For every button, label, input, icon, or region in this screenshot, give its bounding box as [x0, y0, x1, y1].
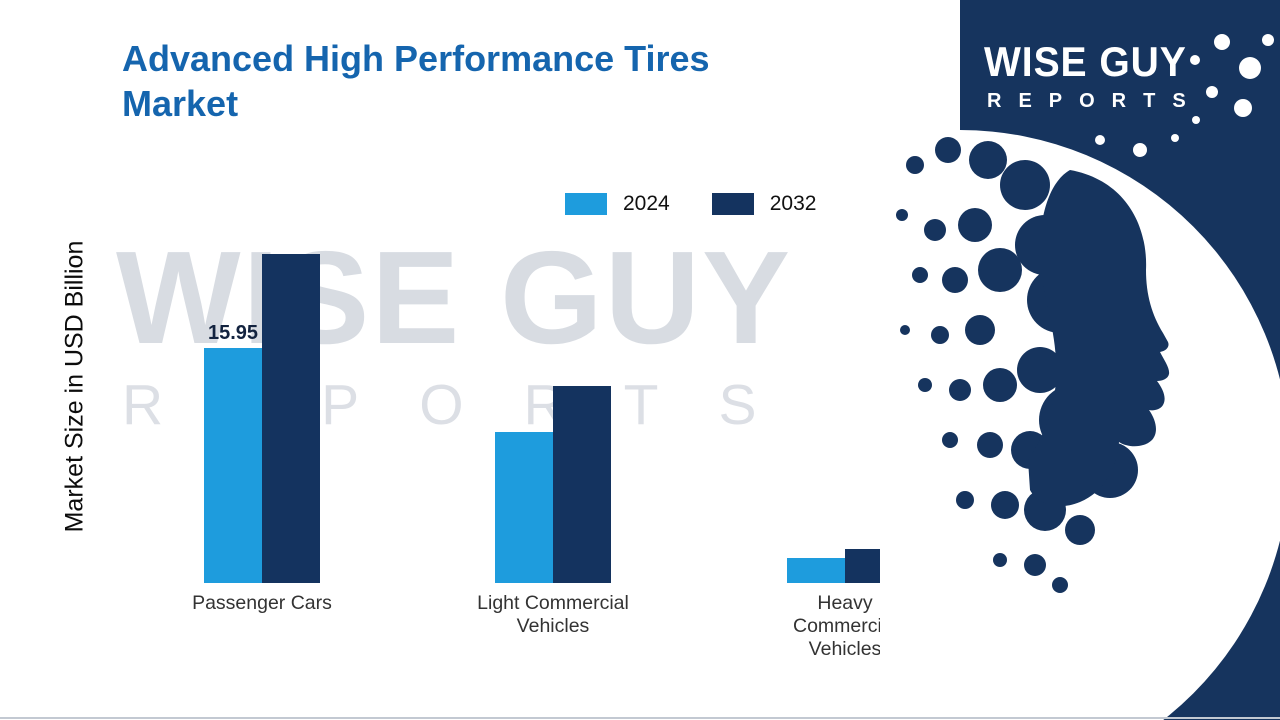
- bar-2024-passenger-cars: [204, 348, 262, 583]
- bar-wrap-2024-heavy-commercial-vehicles: [787, 558, 845, 583]
- bar-2024-light-commercial-vehicles: [495, 432, 553, 583]
- bar-group-passenger-cars: 15.95: [204, 254, 320, 583]
- brand-logo: WISE GUY REPORTS: [984, 38, 1203, 113]
- brand-logo-wiseguy: WISE GUY: [984, 38, 1187, 85]
- legend-item-2032: 2032: [711, 192, 817, 216]
- bar-2032-light-commercial-vehicles: [553, 386, 611, 583]
- chart-title: Advanced High Performance Tires Market: [122, 38, 710, 124]
- brand-panel-dotted-head-graphic: [880, 0, 1280, 720]
- bottom-divider: [0, 717, 1280, 719]
- y-axis-label: Market Size in USD Billion: [60, 240, 89, 533]
- category-axis: Passenger Cars Light Commercial Vehicles H…: [120, 592, 920, 682]
- legend-label-2032: 2032: [769, 192, 817, 215]
- bar-2032-passenger-cars: [262, 254, 320, 583]
- legend-item-2024: 2024: [565, 192, 670, 216]
- legend-swatch-2024: [565, 193, 607, 215]
- legend-label-2024: 2024: [623, 192, 670, 215]
- brand-logo-reports: REPORTS: [987, 90, 1203, 112]
- legend-swatch-2032: [711, 193, 754, 215]
- bar-group-light-commercial-vehicles: [495, 386, 611, 583]
- bar-2024-heavy-commercial-vehicles: [787, 558, 845, 583]
- category-label-heavy-commercial-vehicles: Heavy Commercial Vehicles: [792, 592, 897, 660]
- bar-wrap-2032-passenger-cars: [262, 254, 320, 583]
- category-label-passenger-cars: Passenger Cars: [192, 592, 332, 614]
- bar-plot-area: 15.95: [120, 230, 920, 583]
- bar-wrap-2024-light-commercial-vehicles: [495, 432, 553, 583]
- bar-wrap-2032-light-commercial-vehicles: [553, 386, 611, 583]
- bar-value-label-2024-passenger-cars: 15.95: [207, 322, 259, 344]
- bar-wrap-2024-passenger-cars: 15.95: [204, 322, 262, 583]
- category-label-light-commercial-vehicles: Light Commercial Vehicles: [477, 592, 629, 637]
- legend: 2024 2032: [565, 192, 816, 216]
